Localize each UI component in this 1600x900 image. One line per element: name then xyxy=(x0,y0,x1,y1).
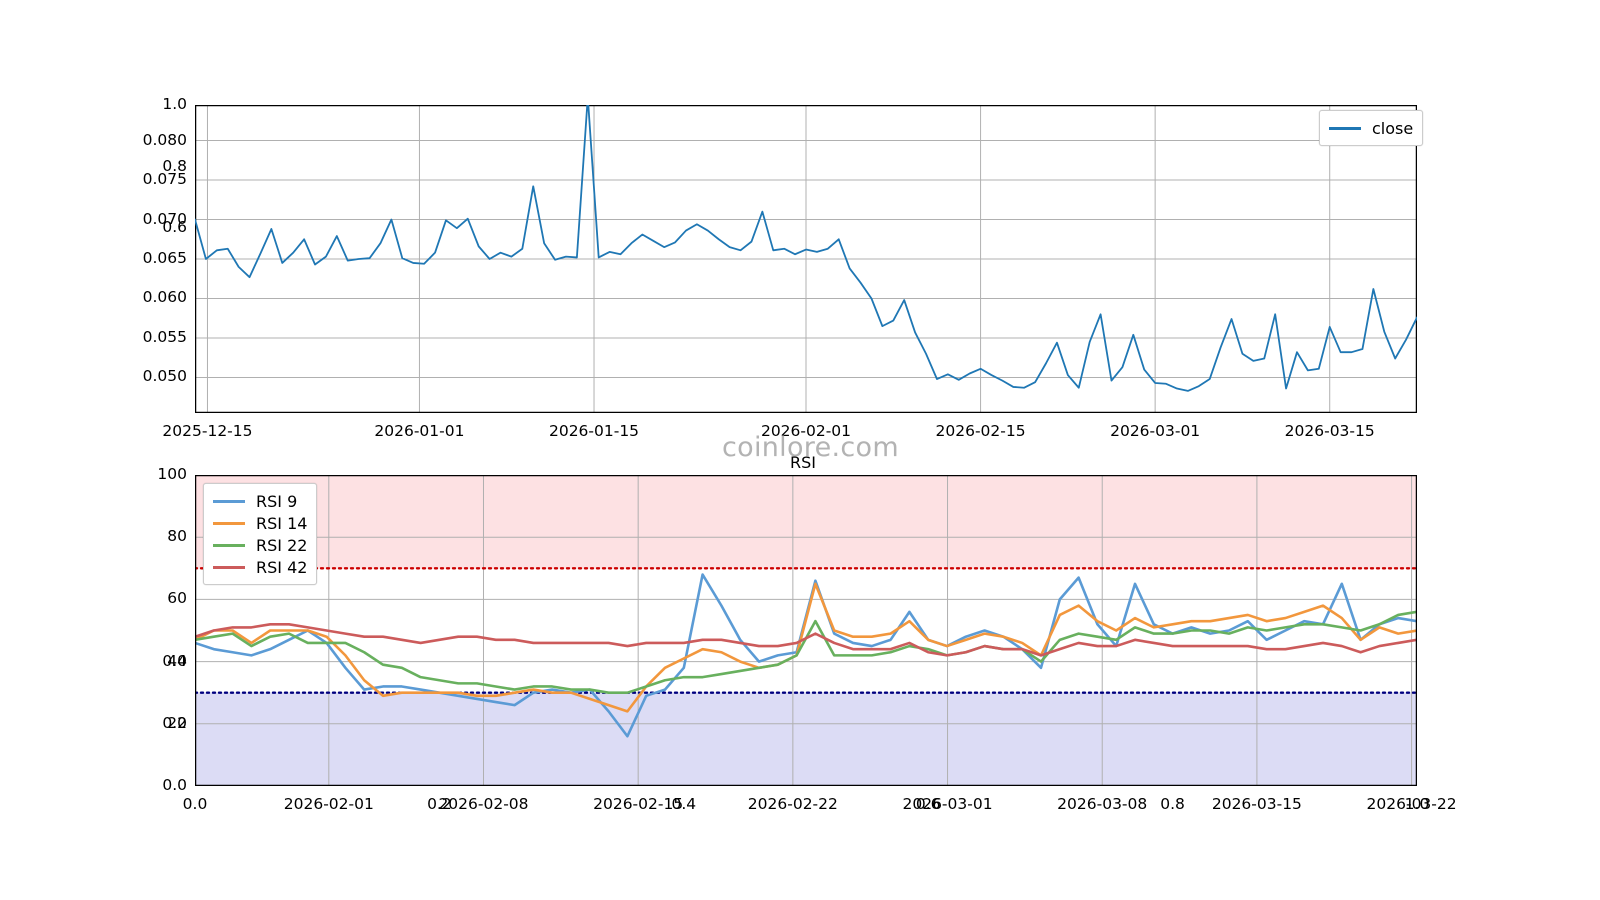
legend-label: RSI 22 xyxy=(256,535,308,555)
legend-swatch-line-icon xyxy=(1329,126,1361,130)
rsi-x-tick: 2026-02-01 xyxy=(283,795,374,813)
price-chart-panel xyxy=(195,105,1417,413)
price-y-tick: 0.080 xyxy=(142,130,187,149)
rsi-secondary-x-tick: 0.6 xyxy=(915,795,941,813)
legend-item-rsi-22[interactable]: RSI 22 xyxy=(213,534,307,556)
price-x-tick: 2026-03-15 xyxy=(1284,422,1375,440)
legend-swatch-line-icon xyxy=(213,543,245,547)
price-secondary-y-tick: 1.0 xyxy=(162,95,187,113)
price-secondary-y-tick: 0.6 xyxy=(162,218,187,237)
rsi-legend[interactable]: RSI 9 RSI 14 RSI 22 RSI 42 xyxy=(203,483,318,585)
rsi-x-tick: 2026-03-08 xyxy=(1057,795,1148,813)
rsi-x-tick: 2026-03-01 xyxy=(902,795,993,813)
legend-item-rsi-42[interactable]: RSI 42 xyxy=(213,556,307,578)
price-plot-area xyxy=(195,105,1417,413)
legend-swatch-line-icon xyxy=(213,499,245,503)
rsi-y-tick: 20 xyxy=(167,713,187,732)
rsi-x-tick: 2026-02-22 xyxy=(747,795,838,813)
price-y-tick: 0.055 xyxy=(142,327,187,346)
legend-item-close[interactable]: close xyxy=(1329,117,1413,139)
rsi-y-tick: 100 xyxy=(157,465,187,483)
rsi-secondary-x-tick: 0.4 xyxy=(671,795,697,813)
rsi-secondary-x-tick: 0.2 xyxy=(427,795,452,813)
rsi-secondary-y-tick: 0.4 xyxy=(162,651,187,670)
legend-swatch-line-icon xyxy=(213,521,245,525)
rsi-y-tick: 60 xyxy=(167,589,187,608)
price-x-tick: 2026-02-01 xyxy=(760,422,852,440)
legend-swatch-line-icon xyxy=(213,565,245,569)
price-x-tick: 2026-01-01 xyxy=(374,422,465,440)
rsi-x-tick: 2026-03-22 xyxy=(1366,795,1457,813)
rsi-chart-panel xyxy=(195,475,1417,786)
price-y-tick: 0.070 xyxy=(142,209,187,228)
rsi-y-tick: 40 xyxy=(167,651,187,670)
rsi-x-tick: 2026-02-15 xyxy=(593,795,684,813)
price-legend[interactable]: close xyxy=(1319,110,1424,146)
legend-label: RSI 9 xyxy=(256,491,298,511)
rsi-y-tick: 80 xyxy=(167,527,187,546)
watermark: coinlore.com xyxy=(722,432,899,463)
legend-item-rsi-9[interactable]: RSI 9 xyxy=(213,490,307,512)
price-x-tick: 2026-03-01 xyxy=(1110,422,1201,440)
price-secondary-y-tick: 0.8 xyxy=(162,156,187,175)
price-x-tick: 2026-02-15 xyxy=(935,422,1026,440)
price-y-tick: 0.075 xyxy=(142,170,187,189)
price-x-tick: 2025-12-15 xyxy=(162,422,253,440)
price-y-tick: 0.060 xyxy=(142,288,187,307)
legend-label: RSI 42 xyxy=(256,557,308,577)
legend-label: close xyxy=(1372,118,1414,138)
rsi-x-tick: 2026-03-15 xyxy=(1211,795,1302,813)
price-y-tick: 0.065 xyxy=(142,249,187,267)
rsi-secondary-y-tick: 0.2 xyxy=(162,713,187,732)
legend-label: RSI 14 xyxy=(256,513,308,533)
rsi-secondary-x-tick: 1.0 xyxy=(1404,795,1430,813)
price-y-tick: 0.050 xyxy=(142,367,187,386)
rsi-x-tick: 2026-02-08 xyxy=(438,795,529,813)
rsi-plot-area xyxy=(195,475,1417,786)
rsi-secondary-x-tick: 0.0 xyxy=(182,795,208,813)
rsi-panel-title: RSI xyxy=(790,453,816,472)
legend-item-rsi-14[interactable]: RSI 14 xyxy=(213,512,307,534)
rsi-secondary-y-tick: 0.0 xyxy=(162,776,187,794)
price-x-tick: 2026-01-15 xyxy=(548,422,640,440)
rsi-secondary-x-tick: 0.8 xyxy=(1160,795,1185,813)
